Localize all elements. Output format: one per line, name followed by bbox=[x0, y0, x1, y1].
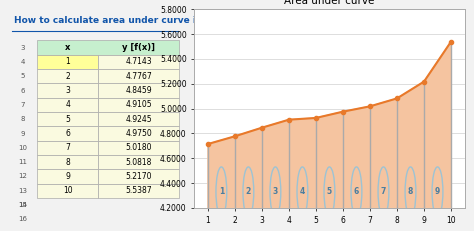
FancyBboxPatch shape bbox=[37, 141, 99, 155]
Text: 4: 4 bbox=[65, 100, 70, 109]
Text: 4.7767: 4.7767 bbox=[126, 72, 152, 81]
Text: 5.0818: 5.0818 bbox=[126, 158, 152, 167]
Polygon shape bbox=[316, 112, 343, 208]
Text: 3: 3 bbox=[20, 45, 25, 51]
Text: 8: 8 bbox=[20, 116, 25, 122]
Text: 5: 5 bbox=[327, 187, 332, 196]
FancyBboxPatch shape bbox=[99, 141, 180, 155]
Text: 4.7143: 4.7143 bbox=[126, 58, 152, 66]
Text: y [f(x)]: y [f(x)] bbox=[122, 43, 155, 52]
FancyBboxPatch shape bbox=[37, 83, 99, 98]
Text: 6: 6 bbox=[65, 129, 70, 138]
Text: 6: 6 bbox=[354, 187, 359, 196]
Text: 5.2170: 5.2170 bbox=[126, 172, 152, 181]
FancyBboxPatch shape bbox=[99, 83, 180, 98]
FancyBboxPatch shape bbox=[99, 98, 180, 112]
FancyBboxPatch shape bbox=[37, 98, 99, 112]
FancyBboxPatch shape bbox=[99, 69, 180, 83]
Text: 16: 16 bbox=[18, 216, 27, 222]
Text: 5: 5 bbox=[65, 115, 70, 124]
Text: 3: 3 bbox=[65, 86, 70, 95]
Text: 4: 4 bbox=[20, 59, 25, 65]
Text: 7: 7 bbox=[65, 143, 70, 152]
Text: 8: 8 bbox=[65, 158, 70, 167]
FancyBboxPatch shape bbox=[99, 169, 180, 184]
FancyBboxPatch shape bbox=[99, 55, 180, 69]
Text: 7: 7 bbox=[20, 102, 25, 108]
FancyBboxPatch shape bbox=[99, 126, 180, 141]
Text: 2: 2 bbox=[246, 187, 251, 196]
FancyBboxPatch shape bbox=[37, 126, 99, 141]
Text: 15: 15 bbox=[18, 202, 27, 208]
Polygon shape bbox=[208, 136, 235, 208]
Text: 14: 14 bbox=[18, 202, 27, 208]
Polygon shape bbox=[289, 118, 316, 208]
Text: x: x bbox=[65, 43, 71, 52]
Text: 2: 2 bbox=[65, 72, 70, 81]
Polygon shape bbox=[397, 82, 424, 208]
Polygon shape bbox=[343, 106, 370, 208]
Text: 8: 8 bbox=[408, 187, 413, 196]
Text: 3: 3 bbox=[273, 187, 278, 196]
FancyBboxPatch shape bbox=[37, 40, 180, 55]
Polygon shape bbox=[424, 42, 451, 208]
Text: 4.9105: 4.9105 bbox=[126, 100, 152, 109]
Text: How to calculate area under curve in Excel: How to calculate area under curve in Exc… bbox=[14, 16, 232, 25]
Text: 5.0180: 5.0180 bbox=[126, 143, 152, 152]
Text: 9: 9 bbox=[435, 187, 440, 196]
FancyBboxPatch shape bbox=[99, 155, 180, 169]
Text: 12: 12 bbox=[18, 173, 27, 179]
Polygon shape bbox=[370, 98, 397, 208]
Text: 4.8459: 4.8459 bbox=[126, 86, 152, 95]
FancyBboxPatch shape bbox=[37, 184, 99, 198]
Text: 10: 10 bbox=[63, 186, 73, 195]
Polygon shape bbox=[262, 120, 289, 208]
Polygon shape bbox=[235, 128, 262, 208]
FancyBboxPatch shape bbox=[37, 155, 99, 169]
Text: 4.9750: 4.9750 bbox=[126, 129, 152, 138]
Text: 5: 5 bbox=[20, 73, 25, 79]
Text: 7: 7 bbox=[381, 187, 386, 196]
FancyBboxPatch shape bbox=[99, 184, 180, 198]
FancyBboxPatch shape bbox=[37, 69, 99, 83]
Text: 9: 9 bbox=[65, 172, 70, 181]
FancyBboxPatch shape bbox=[37, 55, 99, 69]
Text: 13: 13 bbox=[18, 188, 27, 194]
Text: 4: 4 bbox=[300, 187, 305, 196]
Text: 1: 1 bbox=[219, 187, 224, 196]
Text: 1: 1 bbox=[65, 58, 70, 66]
Text: 11: 11 bbox=[18, 159, 27, 165]
Title: Area under curve: Area under curve bbox=[284, 0, 374, 6]
Text: 10: 10 bbox=[18, 145, 27, 151]
Text: 9: 9 bbox=[20, 131, 25, 137]
Text: 4.9245: 4.9245 bbox=[126, 115, 152, 124]
FancyBboxPatch shape bbox=[37, 169, 99, 184]
Text: 6: 6 bbox=[20, 88, 25, 94]
FancyBboxPatch shape bbox=[37, 112, 99, 126]
FancyBboxPatch shape bbox=[99, 112, 180, 126]
Text: 5.5387: 5.5387 bbox=[126, 186, 152, 195]
